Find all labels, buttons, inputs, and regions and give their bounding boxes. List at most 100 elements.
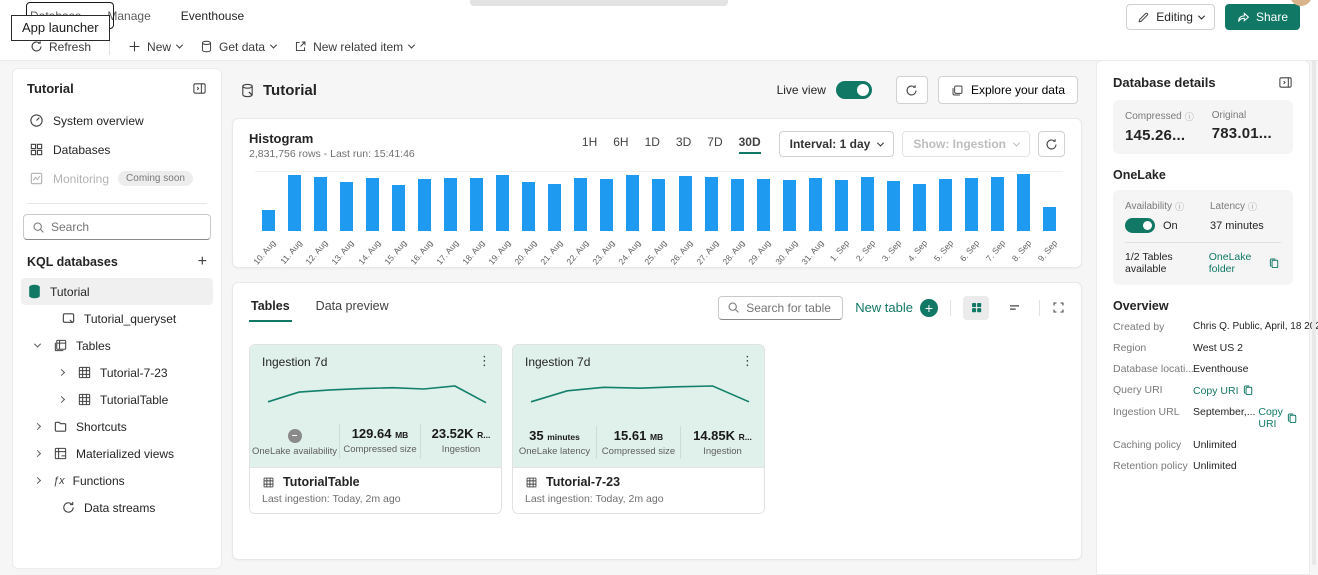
copy-query-uri-link[interactable]: Copy URI <box>1193 384 1255 397</box>
chevron-collapsed-icon[interactable] <box>57 395 69 404</box>
tree-item-shortcuts[interactable]: Shortcuts <box>21 413 213 440</box>
share-button[interactable]: Share <box>1224 4 1300 30</box>
x-axis-tick-label: 1. Sep <box>827 238 852 264</box>
x-axis-tick-label: 14. Aug <box>355 238 383 267</box>
editing-dropdown[interactable]: Editing <box>1126 4 1215 30</box>
tree-item-functions[interactable]: ƒx Functions <box>21 467 213 494</box>
tree-item-tables[interactable]: Tables <box>21 332 213 359</box>
kql-database-icon <box>29 284 40 299</box>
avatar[interactable] <box>1290 0 1312 6</box>
new-related-item-button[interactable]: New related item <box>294 40 416 54</box>
chevron-collapsed-icon[interactable] <box>33 476 45 485</box>
fullscreen-button[interactable] <box>1052 301 1065 314</box>
tree-item-tutorial-7-23[interactable]: Tutorial-7-23 <box>21 359 213 386</box>
interval-dropdown[interactable]: Interval: 1 day <box>778 131 895 157</box>
sidebar-search-input[interactable] <box>51 220 202 234</box>
table-name[interactable]: Tutorial-7-23 <box>546 475 621 489</box>
chevron-down-icon <box>408 41 416 49</box>
x-axis-tick-label: 4. Sep <box>905 238 930 264</box>
availability-toggle[interactable] <box>1125 218 1155 233</box>
range-1h[interactable]: 1H <box>581 134 598 149</box>
kql-database-icon <box>242 83 253 97</box>
x-axis-tick-label: 31. Aug <box>798 238 826 267</box>
x-axis-tick-label: 19. Aug <box>486 238 513 267</box>
chart-refresh-button[interactable] <box>1038 131 1065 157</box>
tree-item-tutorial-queryset[interactable]: Tutorial_queryset <box>21 305 213 332</box>
range-7d[interactable]: 7D <box>707 134 723 149</box>
range-6h[interactable]: 6H <box>613 134 629 149</box>
grid-view-button[interactable] <box>963 295 989 320</box>
tab-tables[interactable]: Tables <box>249 293 292 322</box>
refresh-button[interactable]: Refresh <box>30 40 91 54</box>
sidebar-item-system-overview[interactable]: System overview <box>21 106 213 135</box>
explore-data-button[interactable]: Explore your data <box>937 76 1078 104</box>
chevron-collapsed-icon[interactable] <box>33 449 45 458</box>
main-content: Tutorial Live view Explore your data His… <box>232 68 1082 560</box>
table-search[interactable] <box>718 295 844 320</box>
histogram-bar <box>548 184 562 231</box>
table-card-tutorial-7-23[interactable]: Ingestion 7d ⋮ 35 minutes OneLake latenc… <box>512 344 765 514</box>
more-options-icon[interactable]: ⋮ <box>478 353 491 368</box>
histogram-bar <box>261 209 275 231</box>
tree-item-data-streams[interactable]: Data streams <box>21 494 213 521</box>
onelake-folder-link[interactable]: OneLake folder <box>1209 251 1281 275</box>
last-ingestion: Last ingestion: Today, 2m ago <box>525 493 664 505</box>
overview-row: Caching policy Unlimited <box>1113 439 1237 451</box>
menu-tab-manage[interactable]: Manage <box>107 9 151 23</box>
histogram-bar <box>365 177 379 231</box>
copy-ingestion-uri-link[interactable]: Copy URI <box>1258 406 1299 430</box>
histogram-bar <box>391 184 405 231</box>
chevron-down-icon <box>1012 139 1021 147</box>
histogram-bar <box>756 178 770 231</box>
tab-data-preview[interactable]: Data preview <box>315 299 389 313</box>
live-view-toggle[interactable] <box>835 81 872 99</box>
histogram-bar-column: 24. Aug <box>616 172 646 267</box>
histogram-bar-column: 30. Aug <box>773 172 802 267</box>
histogram-bar-column: 27. Aug <box>695 172 724 267</box>
histogram-bar-column: 29. Aug <box>747 172 776 267</box>
sidebar-search[interactable] <box>23 214 211 240</box>
divider <box>950 299 951 316</box>
workspace-label: Eventhouse <box>180 9 245 23</box>
range-30d[interactable]: 30D <box>738 135 761 154</box>
tree-item-tutorialtable[interactable]: TutorialTable <box>21 386 213 413</box>
refresh-icon <box>31 41 42 52</box>
x-axis-tick-label: 2. Sep <box>853 238 878 264</box>
table-search-input[interactable] <box>746 300 835 315</box>
scrollbar[interactable] <box>1312 60 1316 565</box>
chevron-expanded-icon[interactable] <box>33 340 45 348</box>
table-name[interactable]: TutorialTable <box>283 475 360 489</box>
histogram-bar-column: 13. Aug <box>330 172 359 267</box>
overview-section-title: Overview <box>1113 299 1169 313</box>
collapse-panel-icon[interactable] <box>192 81 207 96</box>
tree-item-tutorial[interactable]: Tutorial <box>21 278 213 305</box>
copy-icon <box>1243 385 1252 396</box>
histogram-chart: 10. Aug 11. Aug 12. Aug 13. Aug 14. Aug 15. A… <box>252 171 1063 267</box>
table-card-tutorialtable[interactable]: Ingestion 7d ⋮ – OneLake availability 12… <box>249 344 502 514</box>
get-data-button[interactable]: Get data <box>200 40 278 54</box>
histogram-bar <box>913 183 927 231</box>
top-app-bar: Database Manage Eventhouse App launcher … <box>0 0 1318 41</box>
range-3d[interactable]: 3D <box>675 134 692 149</box>
histogram-bar <box>600 179 614 231</box>
x-axis-tick-label: 10. Aug <box>251 238 278 267</box>
collapse-panel-icon[interactable] <box>1278 75 1293 90</box>
chevron-collapsed-icon[interactable] <box>33 422 45 431</box>
list-view-button[interactable] <box>1001 296 1027 320</box>
stat-onelake-availability: – OneLake availability <box>252 429 338 457</box>
x-axis-tick-label: 13. Aug <box>329 238 356 267</box>
global-search-bar[interactable] <box>470 0 728 6</box>
refresh-view-button[interactable] <box>895 76 928 104</box>
new-button[interactable]: New <box>128 40 184 54</box>
new-table-button[interactable]: New table + <box>855 298 938 317</box>
add-database-button[interactable]: + <box>197 253 207 270</box>
more-options-icon[interactable]: ⋮ <box>741 353 754 368</box>
overview-row: Database locati... Eventhouse <box>1113 363 1249 375</box>
sidebar-item-databases[interactable]: Databases <box>21 135 213 164</box>
histogram-bar-column: 18. Aug <box>460 172 490 267</box>
histogram-bar-column: 6. Sep <box>958 172 985 263</box>
range-1d[interactable]: 1D <box>644 134 660 149</box>
histogram-card: Histogram 2,831,756 rows - Last run: 15:… <box>232 118 1082 268</box>
tree-item-materialized-views[interactable]: Materialized views <box>21 440 213 467</box>
chevron-collapsed-icon[interactable] <box>57 368 69 377</box>
